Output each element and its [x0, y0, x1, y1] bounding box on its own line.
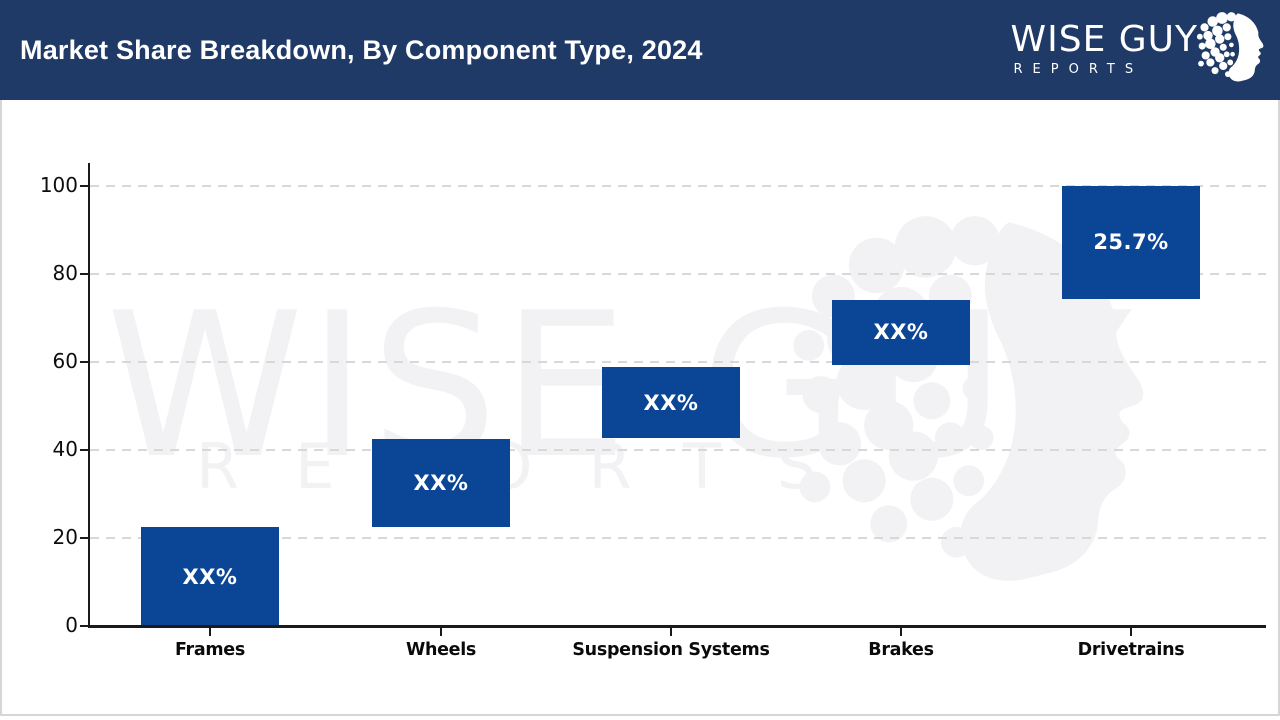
y-tick-label-100: 100 [39, 172, 78, 197]
gridline-80 [90, 272, 1266, 275]
bar-frames: XX% [141, 527, 279, 626]
bar-suspension-systems: XX% [602, 367, 740, 439]
x-tick-label-frames: Frames [175, 640, 245, 660]
content-border [0, 100, 1280, 716]
x-tick-label-brakes: Brakes [868, 640, 934, 660]
x-tick-label-suspension-systems: Suspension Systems [572, 640, 770, 660]
y-tick-label-20: 20 [52, 524, 78, 549]
gridline-20 [90, 536, 1266, 539]
y-tick-label-80: 80 [52, 260, 78, 285]
y-tick-60 [80, 360, 88, 363]
x-tick-0 [209, 628, 211, 636]
header-bar: Market Share Breakdown, By Component Typ… [0, 0, 1280, 100]
y-tick-100 [80, 184, 88, 187]
x-tick-4 [1130, 628, 1132, 636]
gridline-60 [90, 360, 1266, 363]
bar-wheels: XX% [372, 439, 510, 528]
logo-wiseguy-label: WISE GUY [1010, 18, 1198, 60]
bar-value-label: XX% [182, 564, 238, 589]
y-tick-label-0: 0 [65, 613, 78, 637]
x-tick-label-wheels: Wheels [405, 640, 477, 660]
bar-value-label: XX% [413, 471, 469, 496]
y-tick-40 [80, 448, 88, 451]
x-axis-line [88, 625, 1266, 628]
gridline-100 [90, 184, 1266, 187]
y-tick-20 [80, 536, 88, 539]
logo-reports-label: REPORTS [1013, 61, 1144, 77]
x-tick-3 [900, 628, 902, 636]
y-tick-0 [80, 625, 88, 627]
y-tick-label-40: 40 [52, 436, 78, 461]
bar-brakes: XX% [832, 299, 970, 366]
wise-guy-reports-logo: WISE GUY REPORTS [1011, 11, 1271, 87]
x-tick-2 [670, 628, 672, 636]
bar-value-label: XX% [643, 390, 699, 415]
gridline-40 [90, 448, 1266, 451]
bar-value-label: XX% [873, 320, 929, 345]
y-tick-80 [80, 272, 88, 275]
bar-drivetrains: 25.7% [1062, 185, 1200, 299]
bar-value-label: 25.7% [1093, 230, 1169, 255]
x-tick-label-drivetrains: Drivetrains [1077, 640, 1185, 660]
logo-head-icon [1196, 12, 1264, 82]
y-tick-label-60: 60 [52, 348, 78, 373]
page-title: Market Share Breakdown, By Component Typ… [20, 34, 703, 65]
logo-text: WISE GUY REPORTS [1010, 18, 1199, 77]
y-axis-line [88, 163, 90, 628]
x-tick-1 [440, 628, 442, 636]
